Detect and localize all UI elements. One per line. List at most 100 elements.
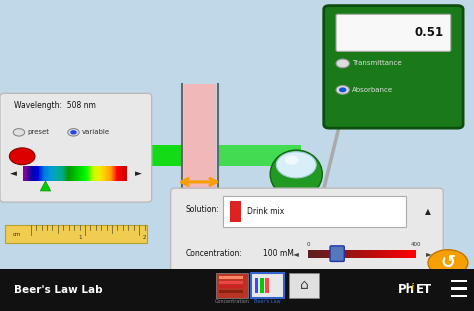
FancyBboxPatch shape: [57, 166, 58, 181]
FancyBboxPatch shape: [352, 250, 354, 258]
FancyBboxPatch shape: [113, 166, 114, 181]
FancyBboxPatch shape: [39, 166, 40, 181]
Text: Ph: Ph: [398, 283, 415, 296]
FancyBboxPatch shape: [75, 166, 76, 181]
FancyBboxPatch shape: [330, 246, 344, 262]
FancyBboxPatch shape: [26, 166, 27, 181]
Text: Beer's Law Lab: Beer's Law Lab: [14, 285, 103, 295]
FancyBboxPatch shape: [337, 250, 339, 258]
FancyBboxPatch shape: [99, 166, 100, 181]
FancyBboxPatch shape: [89, 166, 90, 181]
Text: Solution:: Solution:: [186, 205, 219, 214]
Text: Transmittance: Transmittance: [352, 60, 402, 67]
FancyBboxPatch shape: [410, 250, 411, 258]
FancyBboxPatch shape: [344, 250, 346, 258]
FancyBboxPatch shape: [219, 285, 243, 288]
FancyBboxPatch shape: [86, 166, 87, 181]
FancyBboxPatch shape: [370, 250, 371, 258]
FancyBboxPatch shape: [60, 166, 61, 181]
FancyBboxPatch shape: [105, 166, 106, 181]
FancyBboxPatch shape: [415, 250, 416, 258]
FancyBboxPatch shape: [71, 166, 73, 181]
FancyBboxPatch shape: [61, 166, 62, 181]
FancyBboxPatch shape: [219, 281, 243, 284]
FancyBboxPatch shape: [327, 250, 328, 258]
FancyBboxPatch shape: [398, 250, 399, 258]
FancyBboxPatch shape: [110, 166, 111, 181]
Text: preset: preset: [27, 129, 49, 135]
FancyBboxPatch shape: [27, 166, 28, 181]
FancyBboxPatch shape: [51, 166, 52, 181]
FancyBboxPatch shape: [331, 250, 333, 258]
FancyBboxPatch shape: [401, 250, 403, 258]
FancyBboxPatch shape: [2, 137, 62, 176]
FancyBboxPatch shape: [97, 166, 98, 181]
FancyBboxPatch shape: [376, 250, 378, 258]
FancyBboxPatch shape: [326, 250, 328, 258]
FancyBboxPatch shape: [403, 250, 404, 258]
FancyBboxPatch shape: [96, 166, 97, 181]
FancyBboxPatch shape: [44, 166, 45, 181]
FancyBboxPatch shape: [321, 250, 323, 258]
FancyBboxPatch shape: [110, 166, 111, 181]
FancyBboxPatch shape: [392, 250, 394, 258]
Text: 1: 1: [79, 235, 82, 240]
FancyBboxPatch shape: [50, 166, 51, 181]
FancyBboxPatch shape: [25, 166, 27, 181]
Text: cm: cm: [12, 231, 21, 237]
Text: ET: ET: [416, 283, 432, 296]
FancyBboxPatch shape: [59, 166, 60, 181]
FancyBboxPatch shape: [125, 166, 126, 181]
FancyBboxPatch shape: [33, 166, 34, 181]
FancyBboxPatch shape: [329, 250, 331, 258]
FancyBboxPatch shape: [322, 250, 324, 258]
FancyBboxPatch shape: [121, 166, 122, 181]
FancyBboxPatch shape: [101, 166, 102, 181]
FancyBboxPatch shape: [310, 250, 311, 258]
FancyBboxPatch shape: [373, 250, 374, 258]
FancyBboxPatch shape: [318, 250, 319, 258]
FancyBboxPatch shape: [339, 250, 341, 258]
FancyBboxPatch shape: [45, 166, 46, 181]
FancyBboxPatch shape: [349, 250, 351, 258]
FancyBboxPatch shape: [72, 166, 73, 181]
FancyBboxPatch shape: [114, 166, 115, 181]
FancyBboxPatch shape: [91, 166, 92, 181]
FancyBboxPatch shape: [366, 250, 368, 258]
FancyBboxPatch shape: [115, 166, 116, 181]
FancyBboxPatch shape: [356, 250, 358, 258]
FancyBboxPatch shape: [315, 250, 317, 258]
FancyBboxPatch shape: [65, 166, 67, 181]
FancyBboxPatch shape: [46, 166, 47, 181]
Text: ◄: ◄: [293, 249, 299, 258]
FancyBboxPatch shape: [357, 250, 359, 258]
FancyBboxPatch shape: [118, 166, 119, 181]
FancyBboxPatch shape: [413, 250, 414, 258]
FancyBboxPatch shape: [397, 250, 398, 258]
FancyBboxPatch shape: [30, 166, 31, 181]
FancyBboxPatch shape: [409, 250, 410, 258]
FancyBboxPatch shape: [108, 166, 109, 181]
FancyBboxPatch shape: [90, 166, 91, 181]
FancyBboxPatch shape: [319, 250, 320, 258]
FancyBboxPatch shape: [62, 166, 63, 181]
FancyBboxPatch shape: [59, 149, 69, 164]
FancyBboxPatch shape: [216, 273, 248, 298]
FancyBboxPatch shape: [328, 250, 329, 258]
FancyBboxPatch shape: [223, 196, 406, 227]
FancyBboxPatch shape: [35, 166, 36, 181]
FancyBboxPatch shape: [83, 166, 84, 181]
FancyBboxPatch shape: [38, 166, 39, 181]
FancyBboxPatch shape: [374, 250, 376, 258]
FancyBboxPatch shape: [362, 250, 363, 258]
FancyBboxPatch shape: [410, 250, 412, 258]
Text: ►: ►: [135, 169, 142, 178]
FancyBboxPatch shape: [109, 166, 110, 181]
FancyBboxPatch shape: [111, 166, 113, 181]
FancyBboxPatch shape: [81, 166, 82, 181]
FancyBboxPatch shape: [378, 250, 379, 258]
Circle shape: [339, 87, 346, 92]
FancyBboxPatch shape: [23, 166, 24, 181]
Text: 400: 400: [410, 243, 421, 248]
FancyBboxPatch shape: [103, 166, 104, 181]
